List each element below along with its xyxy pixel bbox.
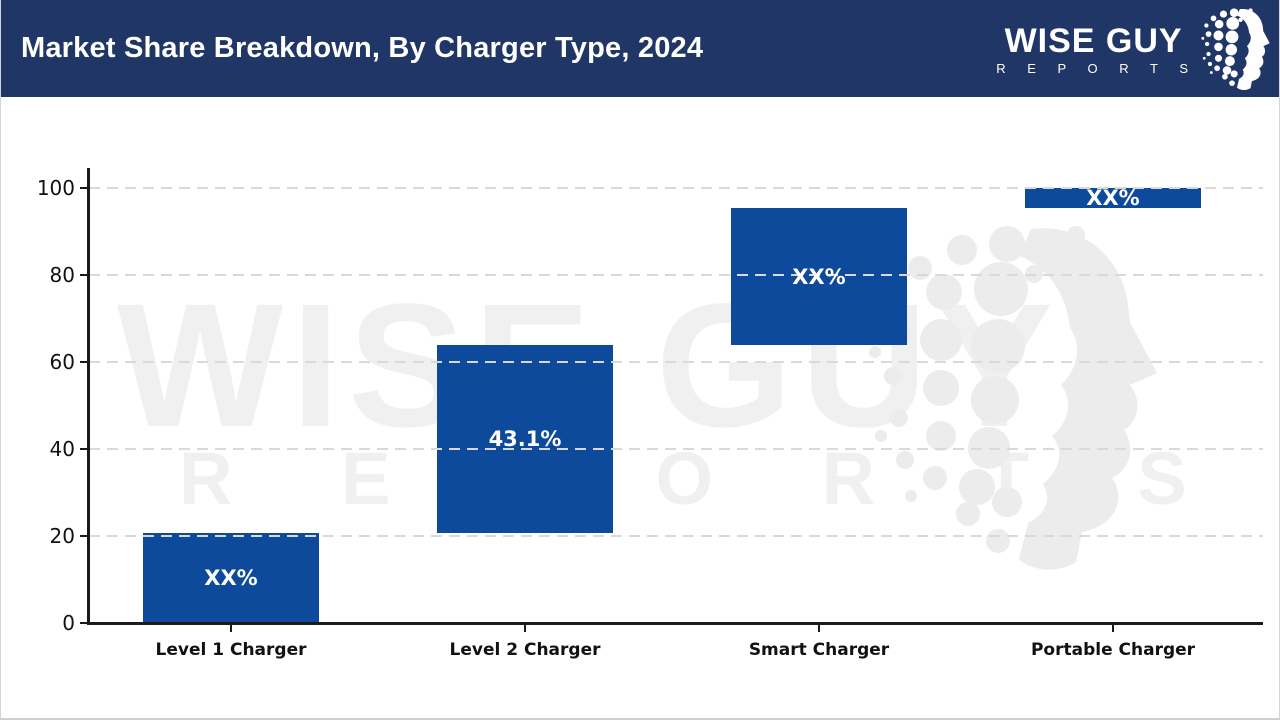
- x-axis-category-label: Smart Charger: [748, 640, 890, 660]
- bar-segment: [437, 345, 613, 533]
- y-axis-tick-label: 60: [49, 350, 75, 374]
- gridline: [89, 274, 1263, 276]
- bar-segment: [1025, 188, 1201, 208]
- x-axis-tick: [1112, 625, 1114, 632]
- brand-name: WISE GUY: [1004, 21, 1183, 60]
- y-axis-line: [87, 168, 90, 625]
- gridline: [89, 361, 1263, 363]
- x-axis-tick: [818, 625, 820, 632]
- brand-logo-text: WISE GUY R E P O R T S: [990, 24, 1197, 75]
- y-axis-tick: [80, 535, 89, 537]
- bar-value-label: XX%: [1086, 186, 1140, 210]
- y-axis-tick: [80, 274, 89, 276]
- x-axis-tick: [230, 625, 232, 632]
- gridline: [89, 535, 1263, 537]
- bar-value-label: XX%: [792, 264, 846, 289]
- y-axis-tick: [80, 361, 89, 363]
- x-axis-category-label: Level 2 Charger: [449, 640, 601, 660]
- y-axis-tick-label: 20: [49, 524, 75, 548]
- gridline: [89, 187, 1263, 189]
- header: Market Share Breakdown, By Charger Type,…: [1, 0, 1279, 97]
- bar-value-label: 43.1%: [488, 427, 562, 452]
- brand-tagline: R E P O R T S: [996, 60, 1197, 76]
- y-axis-tick: [80, 622, 89, 624]
- x-axis-category-label: Portable Charger: [1030, 640, 1196, 660]
- x-axis-category-label: Level 1 Charger: [155, 640, 307, 660]
- x-axis-tick: [524, 625, 526, 632]
- y-axis-tick-label: 100: [36, 176, 75, 200]
- gridline: [89, 448, 1263, 450]
- brand-logo: WISE GUY R E P O R T S: [990, 6, 1273, 92]
- bar-segment: [143, 532, 319, 623]
- y-axis-tick: [80, 448, 89, 450]
- bar-value-label: XX%: [204, 565, 258, 590]
- x-axis-line: [87, 622, 1263, 625]
- y-axis-tick: [80, 187, 89, 189]
- y-axis-tick-label: 80: [49, 263, 75, 287]
- y-axis-tick-label: 40: [49, 437, 75, 461]
- page-title: Market Share Breakdown, By Charger Type,…: [21, 32, 704, 64]
- y-axis-tick-label: 0: [62, 611, 75, 635]
